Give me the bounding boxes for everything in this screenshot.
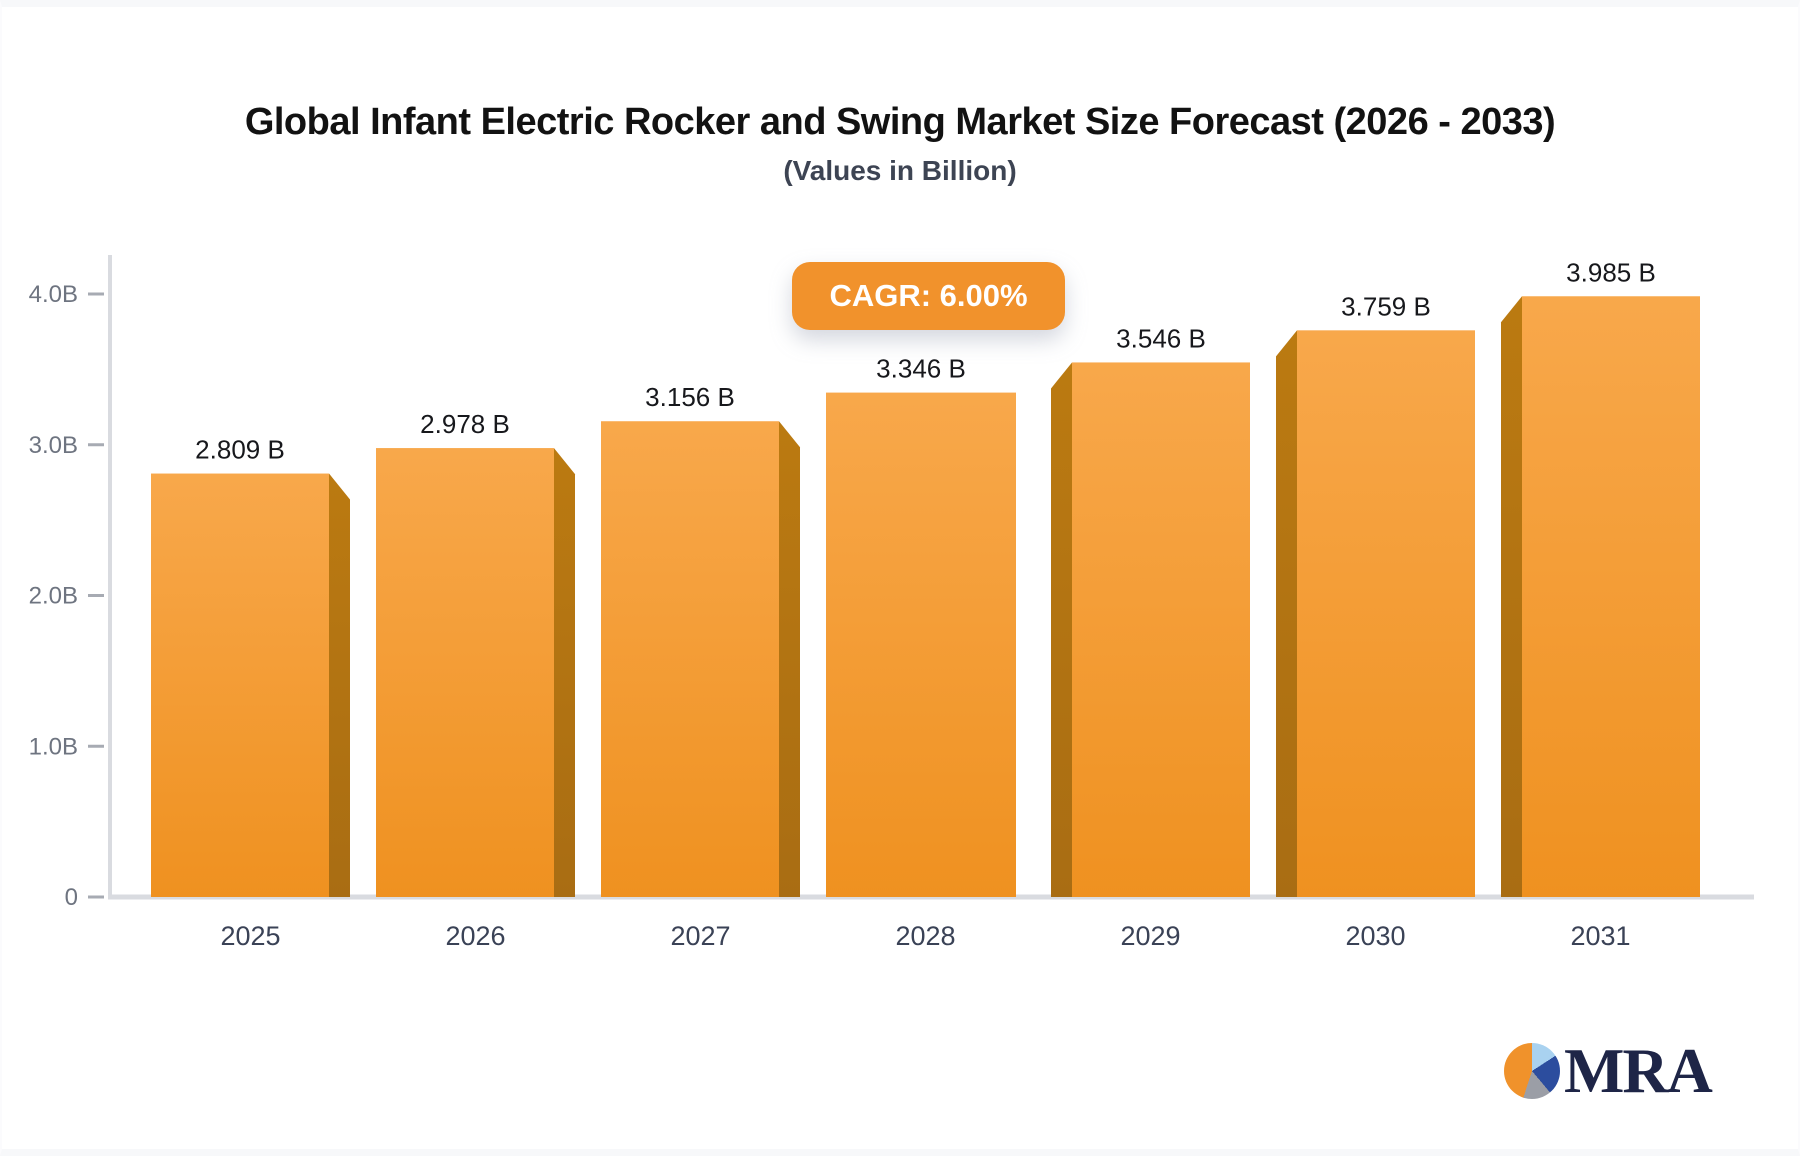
y-axis-tick-label: 2.0B <box>29 583 78 610</box>
bar <box>1522 296 1700 898</box>
bar-value-label: 3.346 B <box>876 354 966 384</box>
bar-value-label: 2.978 B <box>420 409 510 439</box>
bar-side-face <box>1051 362 1072 897</box>
brand-logo: MRA <box>1504 1035 1713 1106</box>
bar <box>1297 330 1475 897</box>
cagr-badge-label: CAGR: 6.00% <box>829 278 1028 313</box>
bar-value-label: 3.156 B <box>645 382 735 412</box>
bar-side-face <box>1501 296 1522 898</box>
bar-side-face <box>329 473 350 897</box>
bar-value-label: 2.809 B <box>195 435 285 465</box>
chart-subtitle: (Values in Billion) <box>783 155 1017 186</box>
bar <box>601 421 779 897</box>
brand-logo-text: MRA <box>1564 1035 1713 1106</box>
pie-chart-icon <box>1504 1043 1560 1099</box>
chart-title: Global Infant Electric Rocker and Swing … <box>244 101 1556 143</box>
y-axis-tick-label: 3.0B <box>29 432 78 459</box>
bar-side-face <box>779 421 800 897</box>
x-axis-label: 2027 <box>670 921 730 951</box>
x-axis-label: 2029 <box>1120 921 1180 951</box>
bar-side-face <box>1276 330 1297 897</box>
bar <box>826 392 1016 897</box>
x-axis-label: 2025 <box>220 921 280 951</box>
bar-value-label: 3.759 B <box>1341 291 1431 321</box>
bar-side-face <box>554 448 575 897</box>
bar-chart: 0 1.0B 2.0B 3.0B 4.0B 2.809 B 2025 2.978 B 2026 3… <box>29 255 1754 951</box>
y-axis-tick-label: 1.0B <box>29 733 78 760</box>
x-axis-label: 2031 <box>1570 921 1630 951</box>
y-axis-tick-label: 4.0B <box>29 281 78 308</box>
bar <box>151 473 329 897</box>
bar <box>376 448 554 897</box>
bar <box>1072 362 1250 897</box>
cagr-badge: CAGR: 6.00% <box>792 262 1065 330</box>
x-axis-label: 2030 <box>1345 921 1405 951</box>
y-axis-tick-label: 0 <box>65 884 78 911</box>
bar-value-label: 3.546 B <box>1116 323 1206 353</box>
x-axis-label: 2026 <box>445 921 505 951</box>
bar-value-label: 3.985 B <box>1566 257 1656 287</box>
x-axis-label: 2028 <box>895 921 955 951</box>
